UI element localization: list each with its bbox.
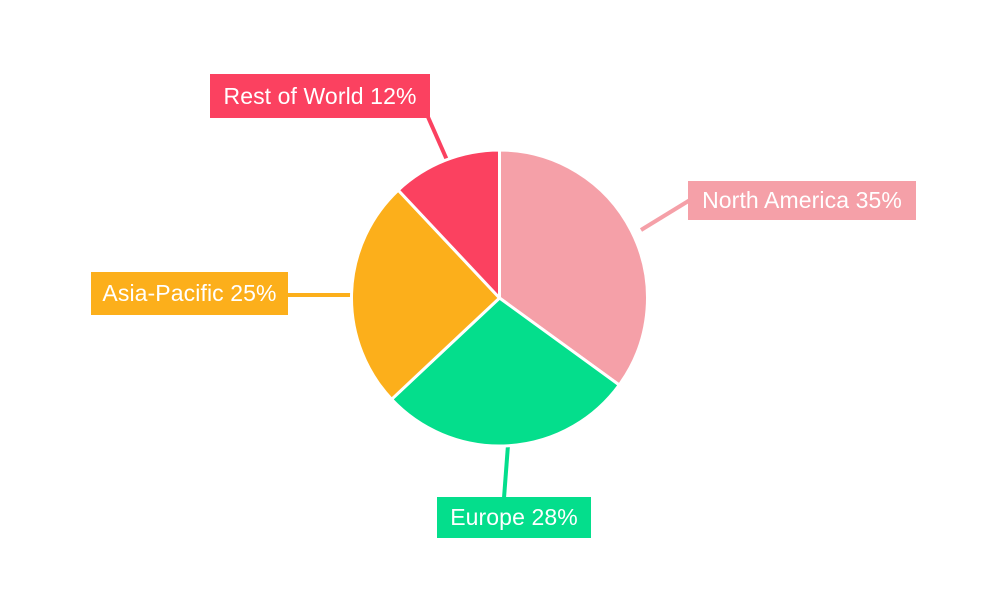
- leader-line-north-america: [639, 198, 692, 232]
- pie-label-rest-of-world[interactable]: Rest of World 12%: [210, 74, 430, 118]
- pie-label-north-america[interactable]: North America 35%: [688, 181, 916, 220]
- leader-lines-group: [287, 116, 692, 499]
- pie-slice-north-america[interactable]: [498, 148, 649, 387]
- pie-slice-europe[interactable]: [390, 296, 621, 448]
- leader-line-europe: [502, 444, 510, 499]
- pie-slice-rest-of-world[interactable]: [396, 148, 501, 300]
- pie-label-asia-pacific[interactable]: Asia-Pacific 25%: [91, 272, 288, 315]
- leader-line-rest-of-world: [426, 116, 449, 161]
- pie-slice-asia-pacific[interactable]: [350, 188, 501, 401]
- pie-wedges-group: [350, 148, 649, 448]
- pie-label-europe[interactable]: Europe 28%: [437, 497, 591, 538]
